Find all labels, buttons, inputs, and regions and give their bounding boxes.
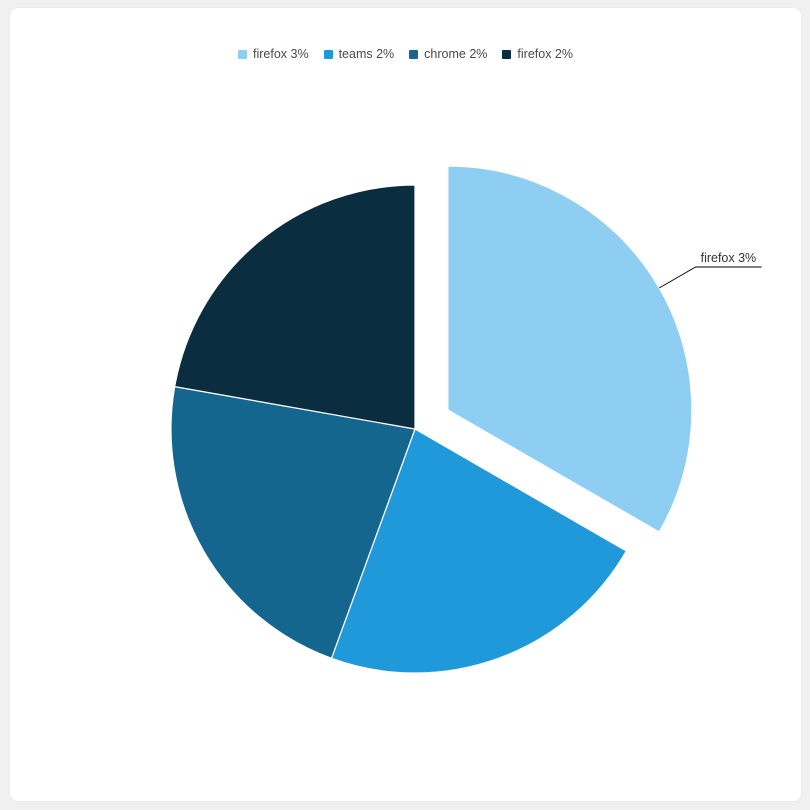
pie-chart: firefox 3% bbox=[170, 165, 762, 674]
pie-slice-chrome-2[interactable] bbox=[170, 385, 416, 660]
legend-item-chrome-2[interactable]: chrome 2% bbox=[409, 48, 487, 61]
legend-label: teams 2% bbox=[338, 47, 395, 61]
chart-card: firefox 3% teams 2% chrome 2% firefox 2% fi… bbox=[10, 8, 801, 801]
legend-item-firefox-0[interactable]: firefox 3% bbox=[237, 47, 309, 61]
legend-label: chrome 2% bbox=[424, 47, 488, 61]
pie-slice-firefox-3[interactable] bbox=[174, 184, 416, 430]
pie-slice-teams-1[interactable] bbox=[330, 428, 628, 674]
legend-label: firefox 3% bbox=[252, 47, 309, 61]
callout-label: firefox 3% bbox=[701, 251, 757, 265]
legend-item-teams-1[interactable]: teams 2% bbox=[323, 47, 395, 61]
legend-label: firefox 2% bbox=[517, 47, 573, 61]
legend-swatch-icon bbox=[323, 49, 333, 59]
legend-swatch-icon bbox=[409, 49, 419, 59]
legend-item-firefox-3[interactable]: firefox 2% bbox=[502, 48, 573, 61]
legend-swatch-icon bbox=[237, 49, 247, 59]
callout-leader-line bbox=[658, 266, 762, 289]
chart-legend: firefox 3% teams 2% chrome 2% firefox 2% bbox=[10, 48, 801, 61]
legend-swatch-icon bbox=[502, 49, 512, 59]
